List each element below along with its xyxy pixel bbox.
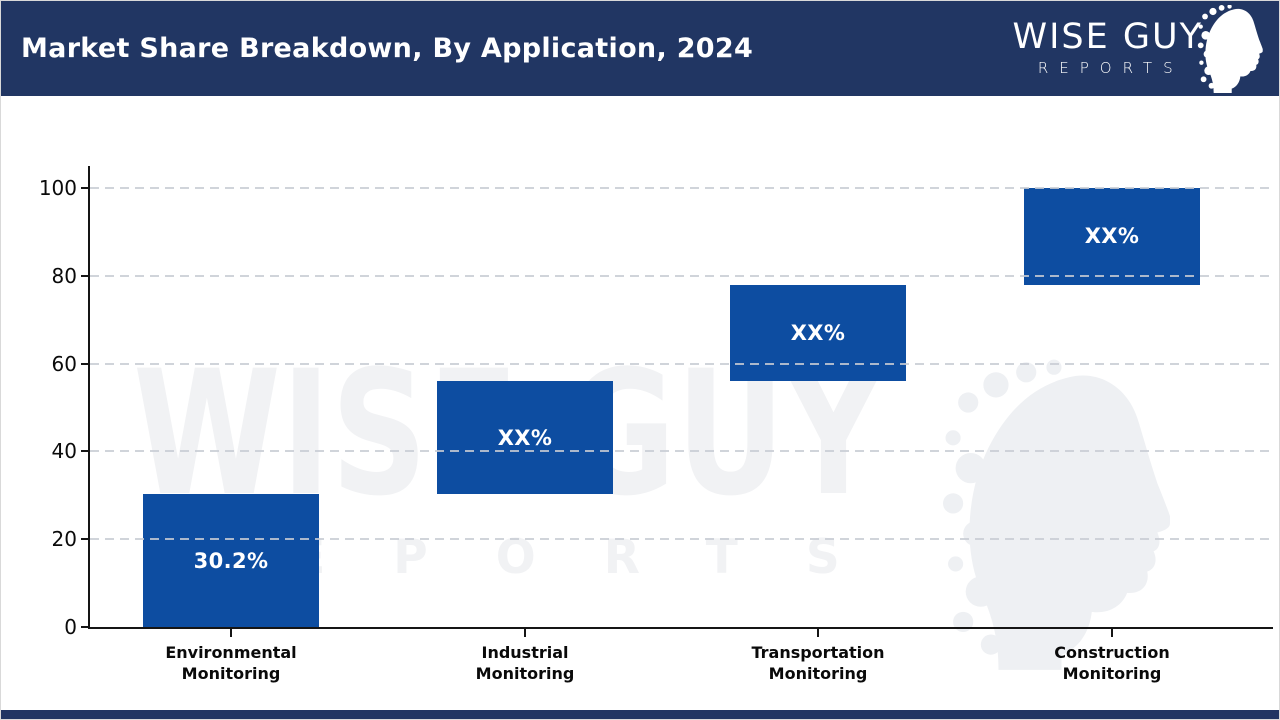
waterfall-bar: XX% — [1024, 188, 1200, 285]
y-tick-label: 60 — [51, 351, 77, 376]
bar-value-label: XX% — [497, 425, 553, 450]
y-tick-mark — [81, 362, 89, 365]
category-label-line: Monitoring — [475, 664, 575, 683]
bar-value-label: XX% — [1084, 224, 1140, 249]
logo-text: WISE GUY REPORTS — [1012, 17, 1203, 78]
x-tick-mark — [524, 629, 526, 637]
gridline — [90, 362, 1273, 365]
x-tick-mark — [230, 629, 232, 637]
x-axis-line — [88, 627, 1273, 629]
header: Market Share Breakdown, By Application, … — [1, 1, 1279, 96]
page-title: Market Share Breakdown, By Application, … — [21, 33, 754, 64]
y-tick-mark — [81, 538, 89, 541]
logo-brand-text: WISE GUY — [1012, 17, 1203, 57]
bar-value-label: XX% — [790, 320, 846, 345]
y-tick-mark — [81, 274, 89, 277]
y-tick-label: 20 — [51, 527, 77, 552]
y-tick-mark — [81, 187, 89, 189]
y-axis-line — [88, 166, 90, 628]
y-tick-label: 0 — [64, 615, 77, 639]
category-label-line: Monitoring — [181, 664, 281, 683]
category-label-line: Monitoring — [1062, 664, 1162, 683]
category-label: Transportation Monitoring — [688, 642, 948, 684]
bar-value-label: 30.2% — [193, 548, 269, 573]
category-label: Environmental Monitoring — [101, 642, 361, 684]
category-label-line: Monitoring — [768, 664, 868, 683]
category-label-line: Environmental — [165, 643, 297, 662]
wise-guy-logo: WISE GUY REPORTS — [1012, 4, 1273, 93]
y-tick-label: 40 — [51, 439, 77, 464]
x-tick-mark — [1111, 629, 1113, 637]
logo-subtitle-text: REPORTS — [1037, 59, 1184, 77]
waterfall-bar: 30.2% — [143, 494, 319, 627]
gridline — [90, 187, 1273, 189]
waterfall-bar: XX% — [730, 284, 906, 382]
chart-area: WISE GUY REPORTS 30.2% XX% XX% XX% 0 20 40 60 80… — [1, 96, 1279, 713]
gridline — [90, 274, 1273, 277]
y-tick-label: 100 — [38, 176, 77, 200]
waterfall-bar: XX% — [437, 381, 613, 495]
category-label: Construction Monitoring — [982, 642, 1242, 684]
y-tick-label: 80 — [51, 263, 77, 288]
x-tick-mark — [817, 629, 819, 637]
category-label-line: Industrial — [481, 643, 569, 662]
gridline — [90, 450, 1273, 453]
category-label-line: Construction — [1054, 643, 1170, 662]
dotted-head-icon — [1197, 4, 1263, 93]
y-tick-mark — [81, 626, 89, 628]
watermark-head-icon — [943, 359, 1170, 670]
y-tick-mark — [81, 450, 89, 453]
category-label: Industrial Monitoring — [395, 642, 655, 684]
footer-bar — [1, 710, 1279, 719]
gridline — [90, 538, 1273, 541]
category-label-line: Transportation — [751, 643, 885, 662]
